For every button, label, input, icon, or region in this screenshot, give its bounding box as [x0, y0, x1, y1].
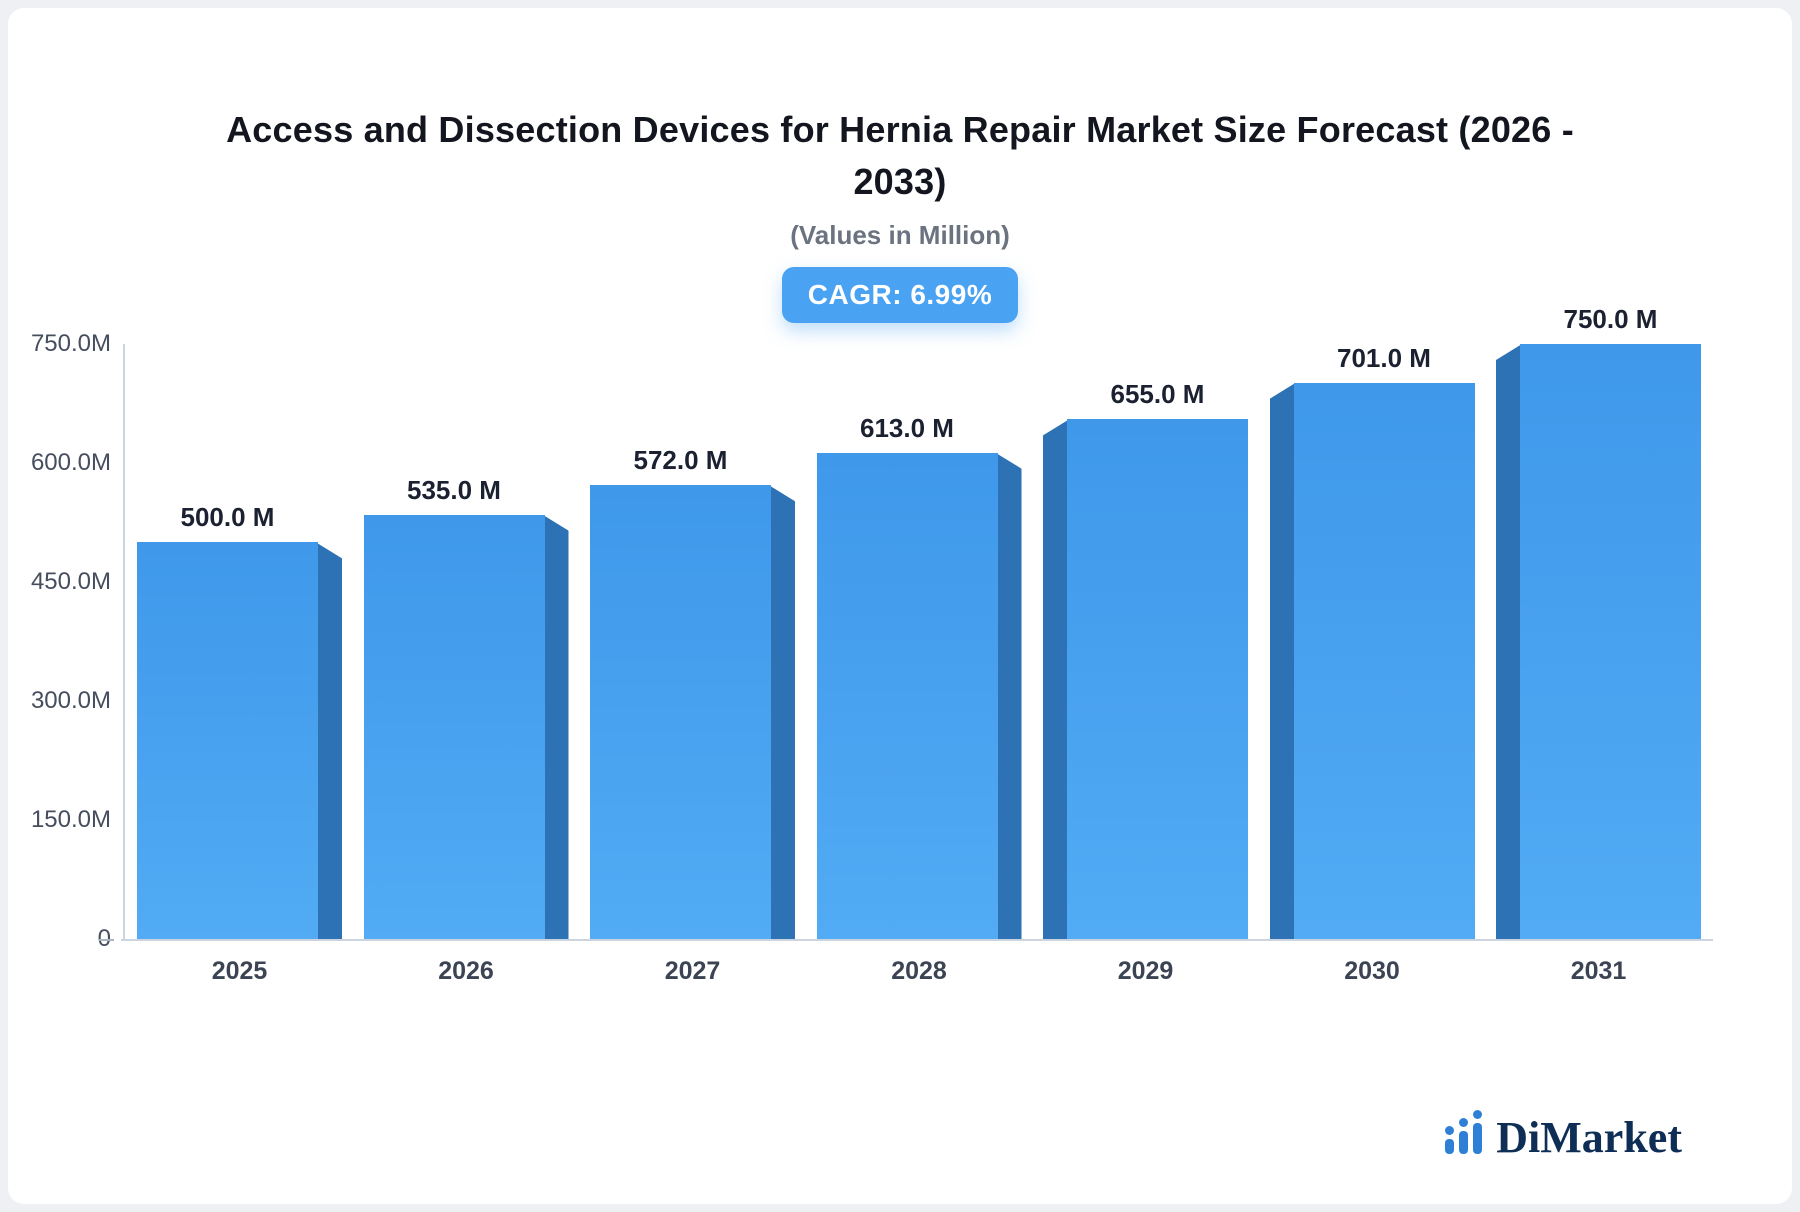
- bar-side-face: [769, 485, 795, 939]
- x-axis-label: 2031: [1570, 957, 1627, 985]
- bar-2028[interactable]: 613.0 M 2028: [816, 413, 1022, 985]
- y-tick-label: 0: [8, 925, 111, 953]
- y-tick-label: 300.0M: [30, 687, 111, 714]
- bar-side-face: [542, 514, 569, 939]
- y-tick-label: 450.0M: [30, 568, 111, 595]
- y-axis-line: [123, 344, 125, 939]
- brand-wordmark: DiMarket: [1496, 1113, 1682, 1162]
- x-axis-label: 2030: [1344, 957, 1400, 985]
- x-axis-label: 2029: [1117, 957, 1174, 985]
- bar-value-label: 500.0 M: [180, 502, 275, 533]
- bar-front-face: [363, 514, 545, 939]
- bar-value-label: 750.0 M: [1563, 304, 1658, 334]
- bar-side-face: [995, 452, 1022, 939]
- cagr-badge: CAGR: 6.99%: [781, 267, 1019, 324]
- bar-side-face: [1269, 382, 1296, 939]
- x-axis-label: 2027: [664, 957, 721, 985]
- bar-value-label: 613.0 M: [860, 412, 954, 443]
- chart-title-line-1: Access and Dissection Devices for Hernia…: [226, 109, 1574, 150]
- zero-tick-mark: [99, 939, 114, 941]
- logo-bar-medium: [1459, 1118, 1469, 1154]
- bar-2030[interactable]: 701.0 M 2030: [1269, 343, 1475, 985]
- chart-header: Access and Dissection Devices for Hernia…: [8, 8, 1792, 324]
- bar-value-label: 535.0 M: [407, 474, 501, 505]
- bar-side-face: [1043, 419, 1069, 939]
- bar-front-face: [816, 452, 998, 939]
- brand-logo: DiMarket: [1445, 1110, 1682, 1160]
- y-tick-label: 750.0M: [30, 330, 111, 357]
- bar-side-face: [1496, 344, 1522, 939]
- bar-front-face: [1293, 382, 1475, 939]
- x-axis-label: 2025: [211, 957, 268, 985]
- bar-value-label: 701.0 M: [1337, 342, 1431, 373]
- bar-2026[interactable]: 535.0 M 2026: [363, 475, 569, 985]
- bar-2025[interactable]: 500.0 M 2025: [137, 502, 342, 985]
- chart-area: 750.0M 600.0M 450.0M 300.0M 150.0M 0 500.0 M 2…: [8, 8, 1792, 1204]
- bar-side-face: [316, 542, 342, 939]
- bar-front-face: [1520, 344, 1701, 939]
- bar-2027[interactable]: 572.0 M 2027: [590, 445, 795, 985]
- bar-value-label: 572.0 M: [633, 445, 728, 476]
- chart-card: Access and Dissection Devices for Hernia…: [8, 8, 1792, 1204]
- chart-subtitle: (Values in Million): [790, 220, 1010, 251]
- x-axis-label: 2028: [891, 957, 947, 985]
- chart-title: Access and Dissection Devices for Hernia…: [120, 104, 1680, 208]
- bar-value-label: 655.0 M: [1110, 379, 1205, 410]
- logo-bar-tall: [1473, 1110, 1483, 1154]
- chart-title-line-2: 2033): [853, 161, 947, 203]
- bar-front-face: [137, 542, 318, 939]
- dimarket-logo-icon: [1445, 1110, 1483, 1160]
- x-axis-line: [121, 939, 1713, 941]
- plot-area: 500.0 M 2025 535.0 M 2026 572.0 M 2027 613.0 M…: [99, 304, 1713, 985]
- bar-2031[interactable]: 750.0 M 2031: [1496, 304, 1701, 985]
- bar-front-face: [1067, 419, 1248, 939]
- bars-container: 500.0 M 2025 535.0 M 2026 572.0 M 2027 613.0 M…: [137, 304, 1701, 985]
- logo-bar-short: [1445, 1126, 1455, 1154]
- bar-front-face: [590, 485, 771, 939]
- y-tick-label: 150.0M: [30, 806, 111, 833]
- bar-2029[interactable]: 655.0 M 2029: [1043, 379, 1248, 985]
- x-axis-label: 2026: [438, 957, 494, 985]
- y-tick-label: 600.0M: [30, 449, 111, 476]
